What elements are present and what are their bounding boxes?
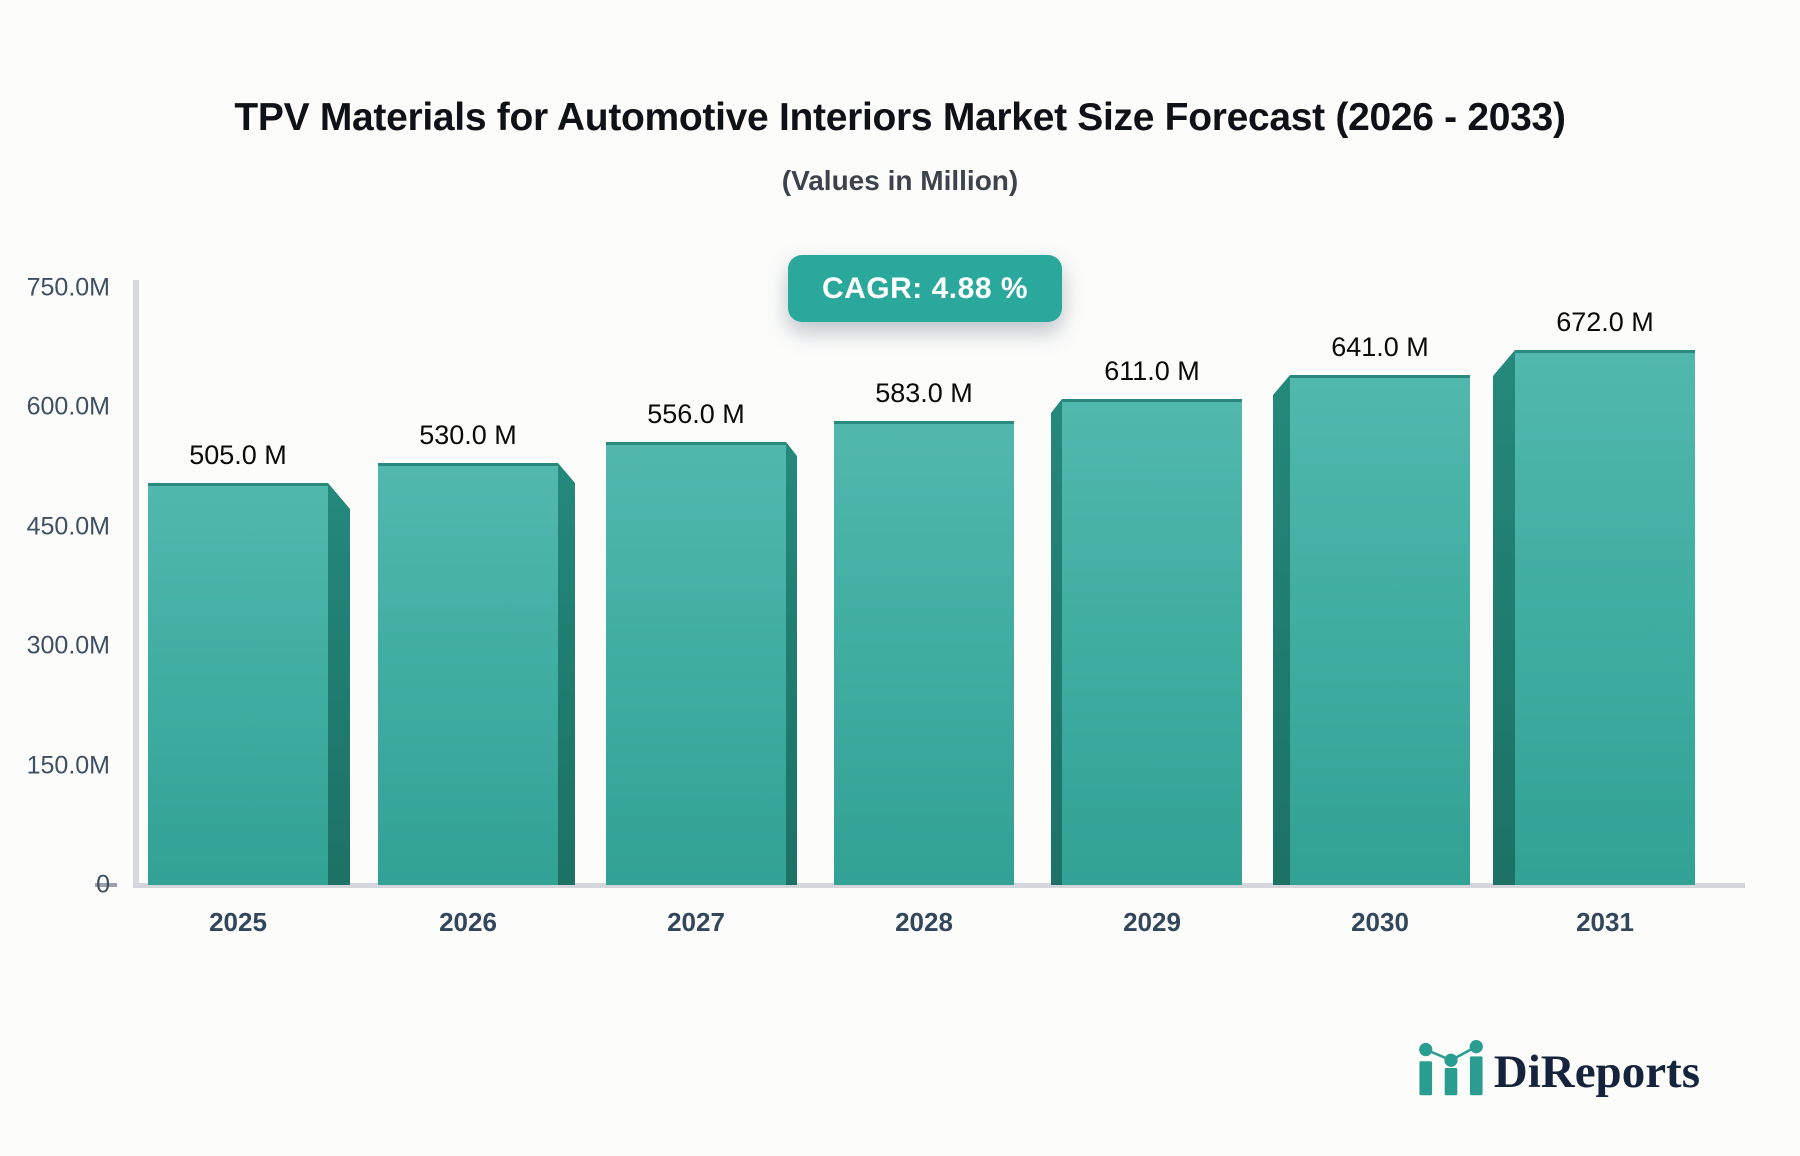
bar-3d-side	[1051, 399, 1062, 885]
bar-group-2026: 530.0 M 2026	[378, 420, 575, 937]
bar-group-2028: 583.0 M 2028	[834, 378, 1014, 937]
bar-value-label: 505.0 M	[189, 440, 287, 470]
bar-2026[interactable]	[378, 463, 558, 885]
zero-tick-mark	[95, 883, 117, 887]
x-axis-label-2029: 2029	[1123, 907, 1181, 937]
x-axis-label-2025: 2025	[209, 907, 267, 937]
y-axis-tick-label: 300.0M	[26, 631, 110, 660]
bar-3d-side	[1273, 375, 1290, 885]
bar-2025[interactable]	[148, 483, 328, 885]
x-axis-label-2030: 2030	[1351, 907, 1409, 937]
bar-group-2031: 672.0 M 2031	[1493, 307, 1695, 937]
bar-chart-plot-area: 750.0M 600.0M 450.0M 300.0M 150.0M 0 505…	[27, 274, 1745, 937]
bar-chart-logo-icon	[1418, 1040, 1483, 1096]
x-axis-label-2026: 2026	[439, 907, 497, 937]
bar-value-label: 556.0 M	[647, 399, 745, 429]
bar-value-label: 611.0 M	[1104, 356, 1200, 386]
bar-group-2027: 556.0 M 2027	[606, 399, 797, 937]
chart-subtitle: (Values in Million)	[781, 165, 1019, 196]
y-axis-tick-label: 450.0M	[26, 512, 110, 541]
cagr-badge-label: CAGR: 4.88 %	[821, 271, 1029, 305]
direports-logo-text: DiReports	[1493, 1046, 1700, 1098]
bar-group-2025: 505.0 M 2025	[148, 440, 350, 937]
y-axis-tick-label: 750.0M	[26, 273, 110, 302]
bar-2029[interactable]	[1062, 399, 1242, 885]
direports-logo: DiReports	[1417, 1038, 1700, 1098]
bar-2028[interactable]	[834, 421, 1014, 885]
bar-value-label: 583.0 M	[875, 378, 973, 408]
bar-group-2029: 611.0 M 2029	[1051, 356, 1242, 937]
chart-title: TPV Materials for Automotive Interiors M…	[234, 96, 1566, 139]
y-axis-tick-label: 150.0M	[26, 751, 110, 780]
x-axis-label-2028: 2028	[895, 907, 953, 937]
bar-3d-side	[1493, 350, 1515, 885]
bar-3d-side	[786, 442, 797, 885]
y-axis-line	[133, 280, 139, 885]
bar-value-label: 672.0 M	[1556, 307, 1654, 337]
bar-3d-side	[328, 483, 350, 885]
bar-group-2030: 641.0 M 2030	[1273, 332, 1470, 937]
x-axis-label-2031: 2031	[1576, 907, 1634, 937]
cagr-badge: CAGR: 4.88 %	[788, 255, 1062, 322]
bar-value-label: 641.0 M	[1331, 332, 1429, 362]
bar-2031[interactable]	[1515, 350, 1695, 885]
y-axis-tick-label: 600.0M	[26, 392, 110, 421]
bar-2030[interactable]	[1290, 375, 1470, 885]
x-axis-line	[133, 883, 1745, 888]
y-axis-tick-label: 0	[96, 870, 110, 899]
x-axis-label-2027: 2027	[667, 907, 725, 937]
bar-value-label: 530.0 M	[419, 420, 517, 450]
bar-3d-side	[558, 463, 575, 885]
bar-2027[interactable]	[606, 442, 786, 885]
